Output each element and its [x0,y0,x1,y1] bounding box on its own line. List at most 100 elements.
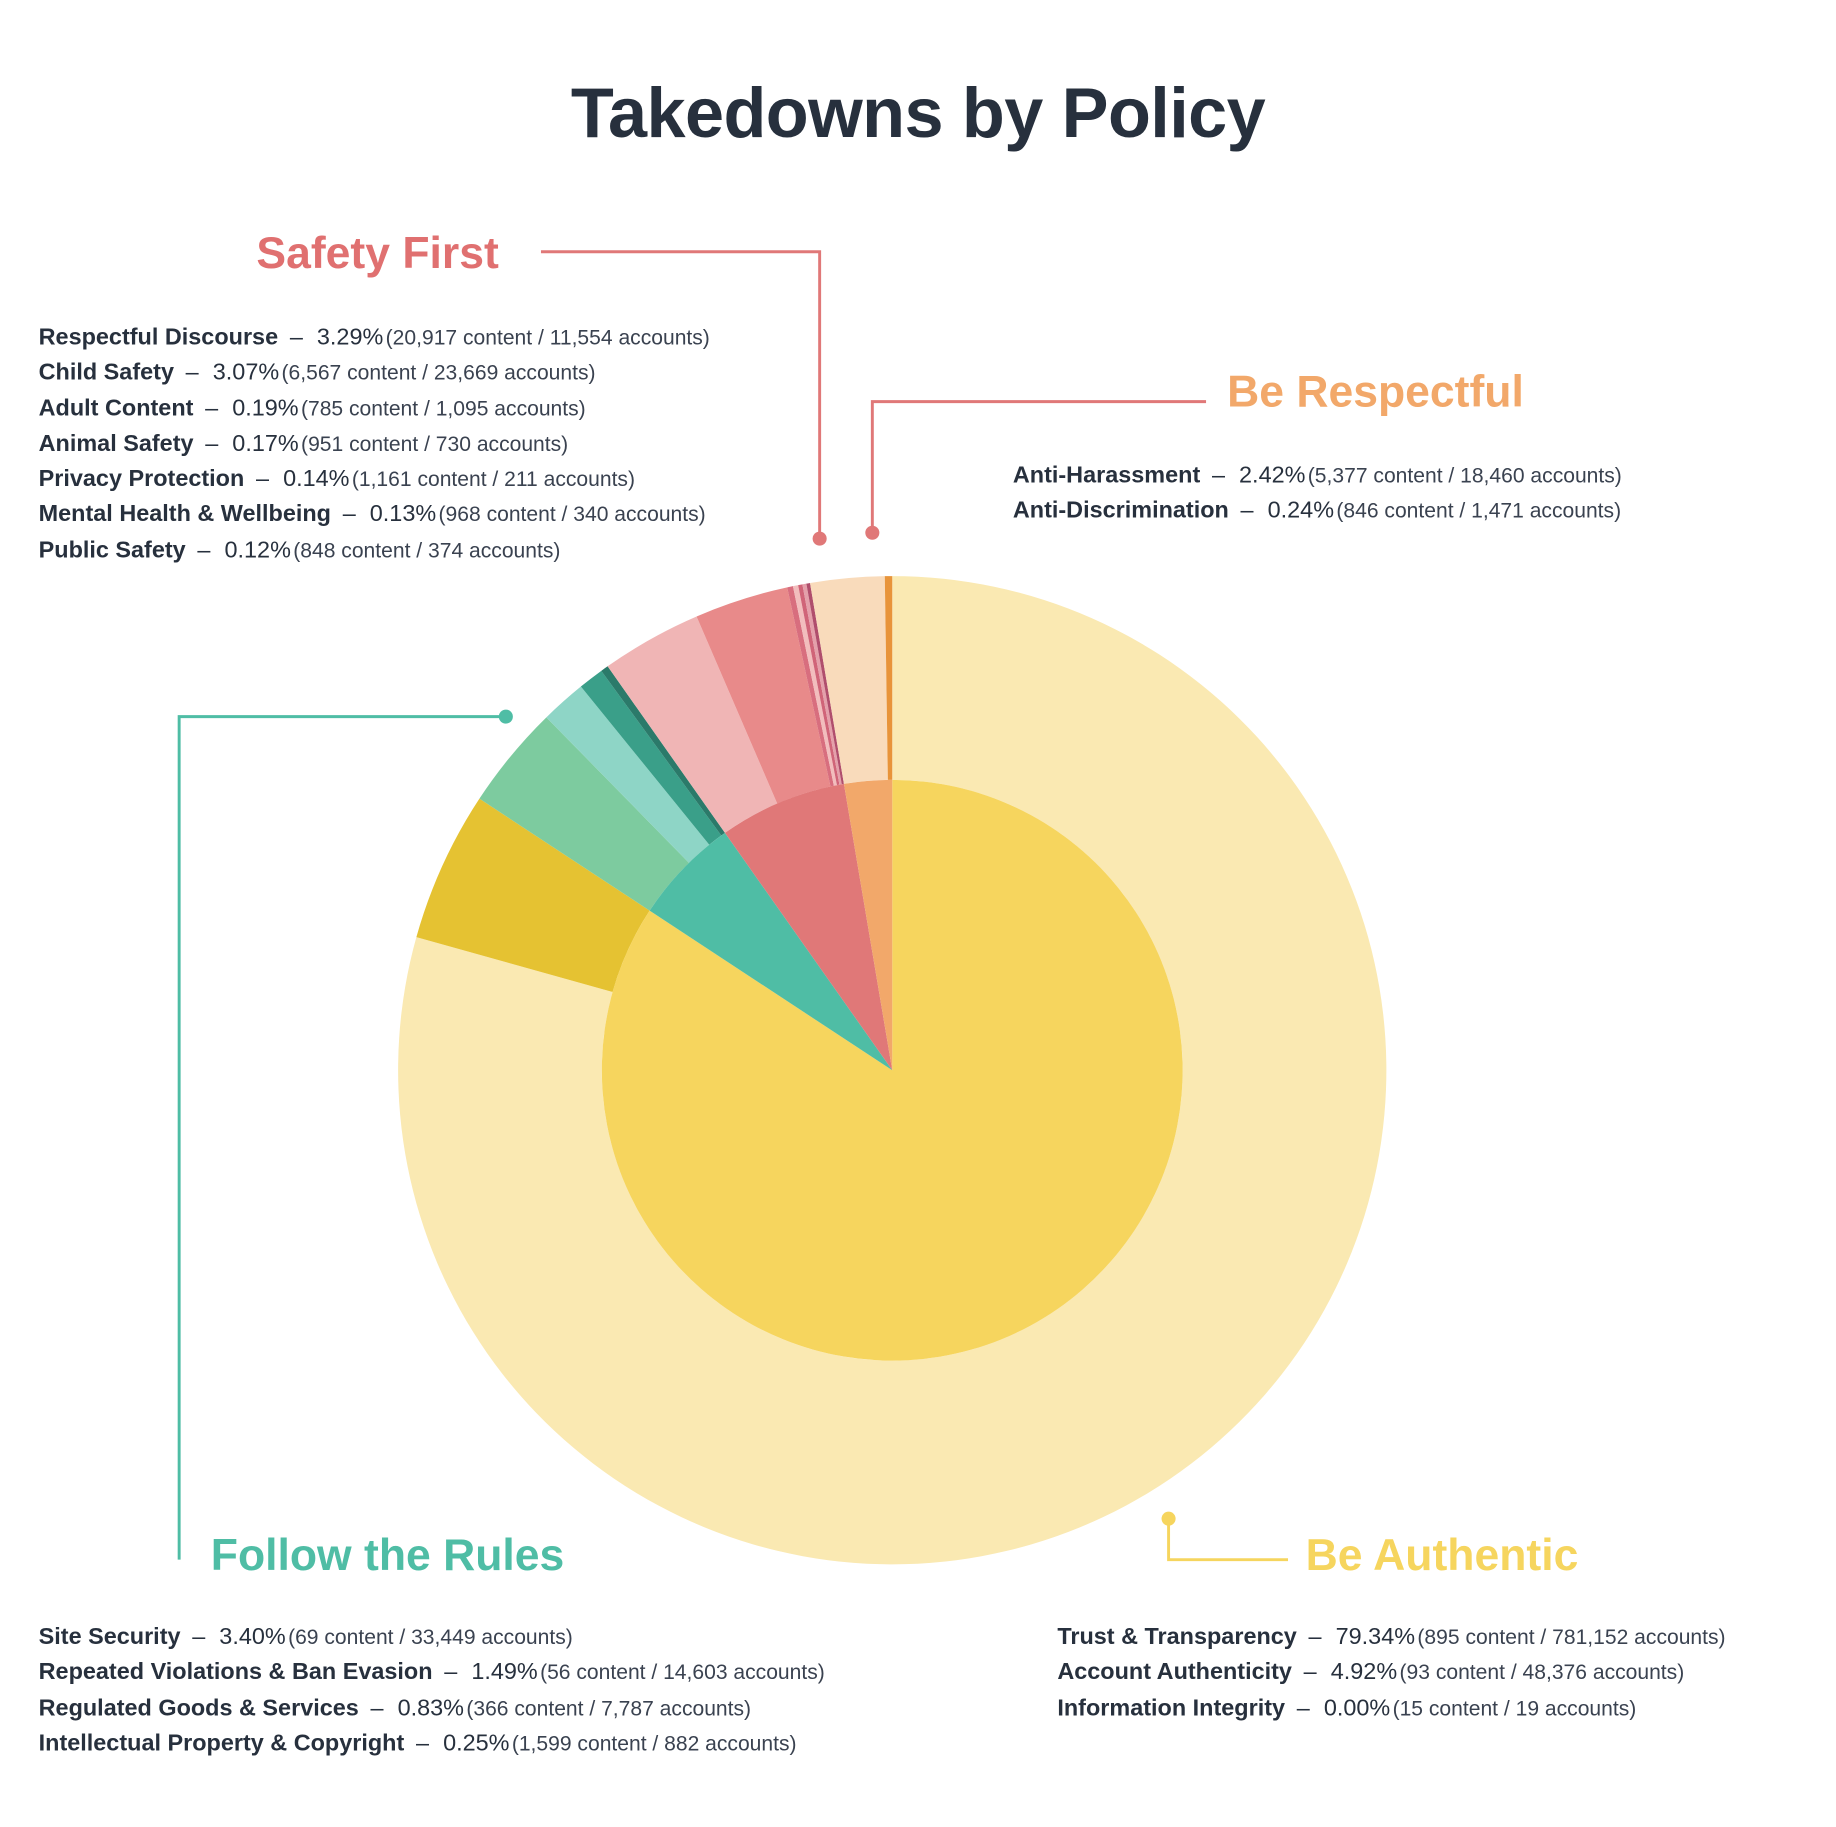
legend-item-percent: 1.49% [471,1659,538,1686]
legend-item: Information Integrity –0.00% (15 content /… [1057,1690,1725,1725]
legend-item-percent: 0.12% [224,537,291,563]
legend-item: Intellectual Property & Copyright –0.25%(… [39,1726,825,1761]
legend-item-detail: (69 content / 33,449 accounts) [288,1625,573,1649]
legend-item-percent: 0.24% [1267,497,1335,524]
legend-item-detail: (895 content / 781,152 accounts) [1417,1625,1726,1649]
legend-item-name: Public Safety [38,537,186,563]
outer-slice-public-safety [806,582,844,785]
legend-item: Anti-Harassment –2.42% (5,377 content / 18… [1013,458,1622,493]
legend-item-detail: (5,377 content / 18,460 accounts) [1307,463,1622,488]
legend-item-detail: (93 content / 48,376 accounts) [1399,1660,1685,1685]
legend-separator: – [197,537,211,563]
legend-item-percent: 0.25% [443,1730,510,1757]
legend-follow-the-rules: Site Security –3.40% (69 content / 33,449 … [39,1619,825,1761]
follow-the-rules-leader-dot [498,709,513,724]
outer-slice-site-security [479,717,689,911]
inner-slice-safety-first [724,783,893,1071]
legend-item-percent: 2.42% [1239,462,1306,489]
legend-item-name: Child Safety [38,359,174,386]
legend-item-detail: (6,567 content / 23,669 accounts) [281,360,596,385]
legend-item-percent: 0.14% [283,466,350,493]
legend-item-name: Privacy Protection [38,466,245,493]
legend-item-name: Information Integrity [1057,1695,1286,1721]
legend-item-name: Anti-Discrimination [1012,497,1229,524]
legend-item-detail: (1,161 content / 211 accounts) [351,467,635,491]
legend-be-authentic: Trust & Transparency –79.34% (895 content … [1057,1619,1725,1725]
legend-item-name: Adult Content [38,395,194,422]
be-authentic-leader-dot [1161,1511,1176,1526]
legend-separator: – [415,1730,430,1757]
inner-slice-follow-the-rules [649,832,893,1071]
legend-item-detail: (56 content / 14,603 accounts) [540,1660,825,1685]
group-title-be-respectful: Be Respectful [1227,367,1524,417]
legend-item-percent: 4.92% [1330,1659,1398,1686]
legend-separator: – [205,430,219,457]
legend-item-percent: 3.07% [212,359,280,386]
legend-item: Anti-Discrimination –0.24% (846 content / … [1013,493,1622,528]
legend-separator: – [342,501,356,528]
legend-separator: – [192,1624,206,1650]
legend-item-detail: (846 content / 1,471 accounts) [1336,499,1622,523]
legend-item: Animal Safety –0.17% (951 content / 730 ac… [39,426,710,461]
legend-item-name: Intellectual Property & Copyright [38,1730,405,1757]
legend-be-respectful: Anti-Harassment –2.42% (5,377 content / 18… [1013,458,1622,529]
legend-item-name: Trust & Transparency [1057,1624,1297,1650]
legend-item-detail: (366 content / 7,787 accounts) [466,1696,752,1720]
legend-separator: – [255,466,270,493]
legend-item: Trust & Transparency –79.34% (895 content … [1057,1619,1725,1654]
outer-slice-anti-discrimination [884,576,893,780]
legend-item-detail: (20,917 content / 11,554 accounts) [385,325,710,349]
legend-item-percent: 0.00% [1323,1695,1391,1721]
be-authentic-leader-line [1167,1518,1289,1562]
legend-item-percent: 0.19% [232,395,299,422]
legend-item-percent: 3.29% [316,324,384,351]
be-respectful-leader-line [870,400,1207,533]
safety-first-leader-dot [812,531,827,546]
outer-slice-mental-health-wellbeing [802,583,842,785]
legend-separator: – [1296,1695,1310,1721]
legend-item-name: Anti-Harassment [1012,462,1201,489]
legend-item: Repeated Violations & Ban Evasion –1.49%(… [39,1655,825,1690]
legend-item-detail: (1,599 content / 882 accounts) [511,1731,797,1756]
legend-item-detail: (968 content / 340 accounts) [438,502,706,527]
follow-the-rules-leader-line [177,715,506,1560]
legend-item-name: Animal Safety [38,430,194,457]
legend-item-name: Account Authenticity [1057,1659,1292,1686]
outer-slice-adult-content [787,586,834,787]
outer-slice-animal-safety [792,585,837,786]
legend-separator: – [205,395,219,422]
legend-item-name: Respectful Discourse [38,324,279,351]
legend-item: Child Safety –3.07% (6,567 content / 23,66… [39,355,710,390]
legend-item-detail: (951 content / 730 accounts) [301,431,569,456]
legend-item: Public Safety –0.12% (848 content / 374 ac… [39,533,710,568]
legend-item-detail: (15 content / 19 accounts) [1392,1696,1637,1720]
group-title-safety-first: Safety First [256,229,499,279]
legend-item: Mental Health & Wellbeing –0.13% (968 cont… [39,497,710,532]
legend-item-percent: 3.40% [219,1624,286,1650]
legend-separator: – [1240,497,1254,524]
inner-slice-be-respectful [843,779,893,1071]
be-respectful-leader-dot [865,525,880,540]
outer-slice-respectful-discourse [607,616,778,833]
group-title-follow-the-rules: Follow the Rules [210,1531,565,1581]
legend-item-percent: 0.17% [232,430,299,457]
legend-item: Adult Content –0.19% (785 content / 1,095 … [39,391,710,426]
legend-separator: – [1303,1659,1317,1686]
legend-item-name: Regulated Goods & Services [38,1695,359,1721]
outer-slice-repeated-violations-ban-evasion [546,686,710,863]
legend-item-name: Mental Health & Wellbeing [38,501,331,528]
legend-item-name: Repeated Violations & Ban Evasion [38,1659,433,1686]
outer-slice-child-safety [696,587,831,804]
outer-slice-intellectual-property-copyright [601,666,725,836]
legend-item: Respectful Discourse –3.29% (20,917 conten… [39,320,710,355]
legend-item: Regulated Goods & Services –0.83% (366 con… [39,1690,825,1725]
legend-separator: – [1211,462,1225,489]
legend-separator: – [370,1695,384,1721]
legend-separator: – [1308,1624,1322,1650]
legend-item-percent: 0.13% [369,501,437,528]
legend-item-detail: (848 content / 374 accounts) [293,538,561,562]
legend-safety-first: Respectful Discourse – 3.29% (20,917 conten… [39,320,710,568]
legend-item-percent: 0.83% [397,1695,464,1721]
